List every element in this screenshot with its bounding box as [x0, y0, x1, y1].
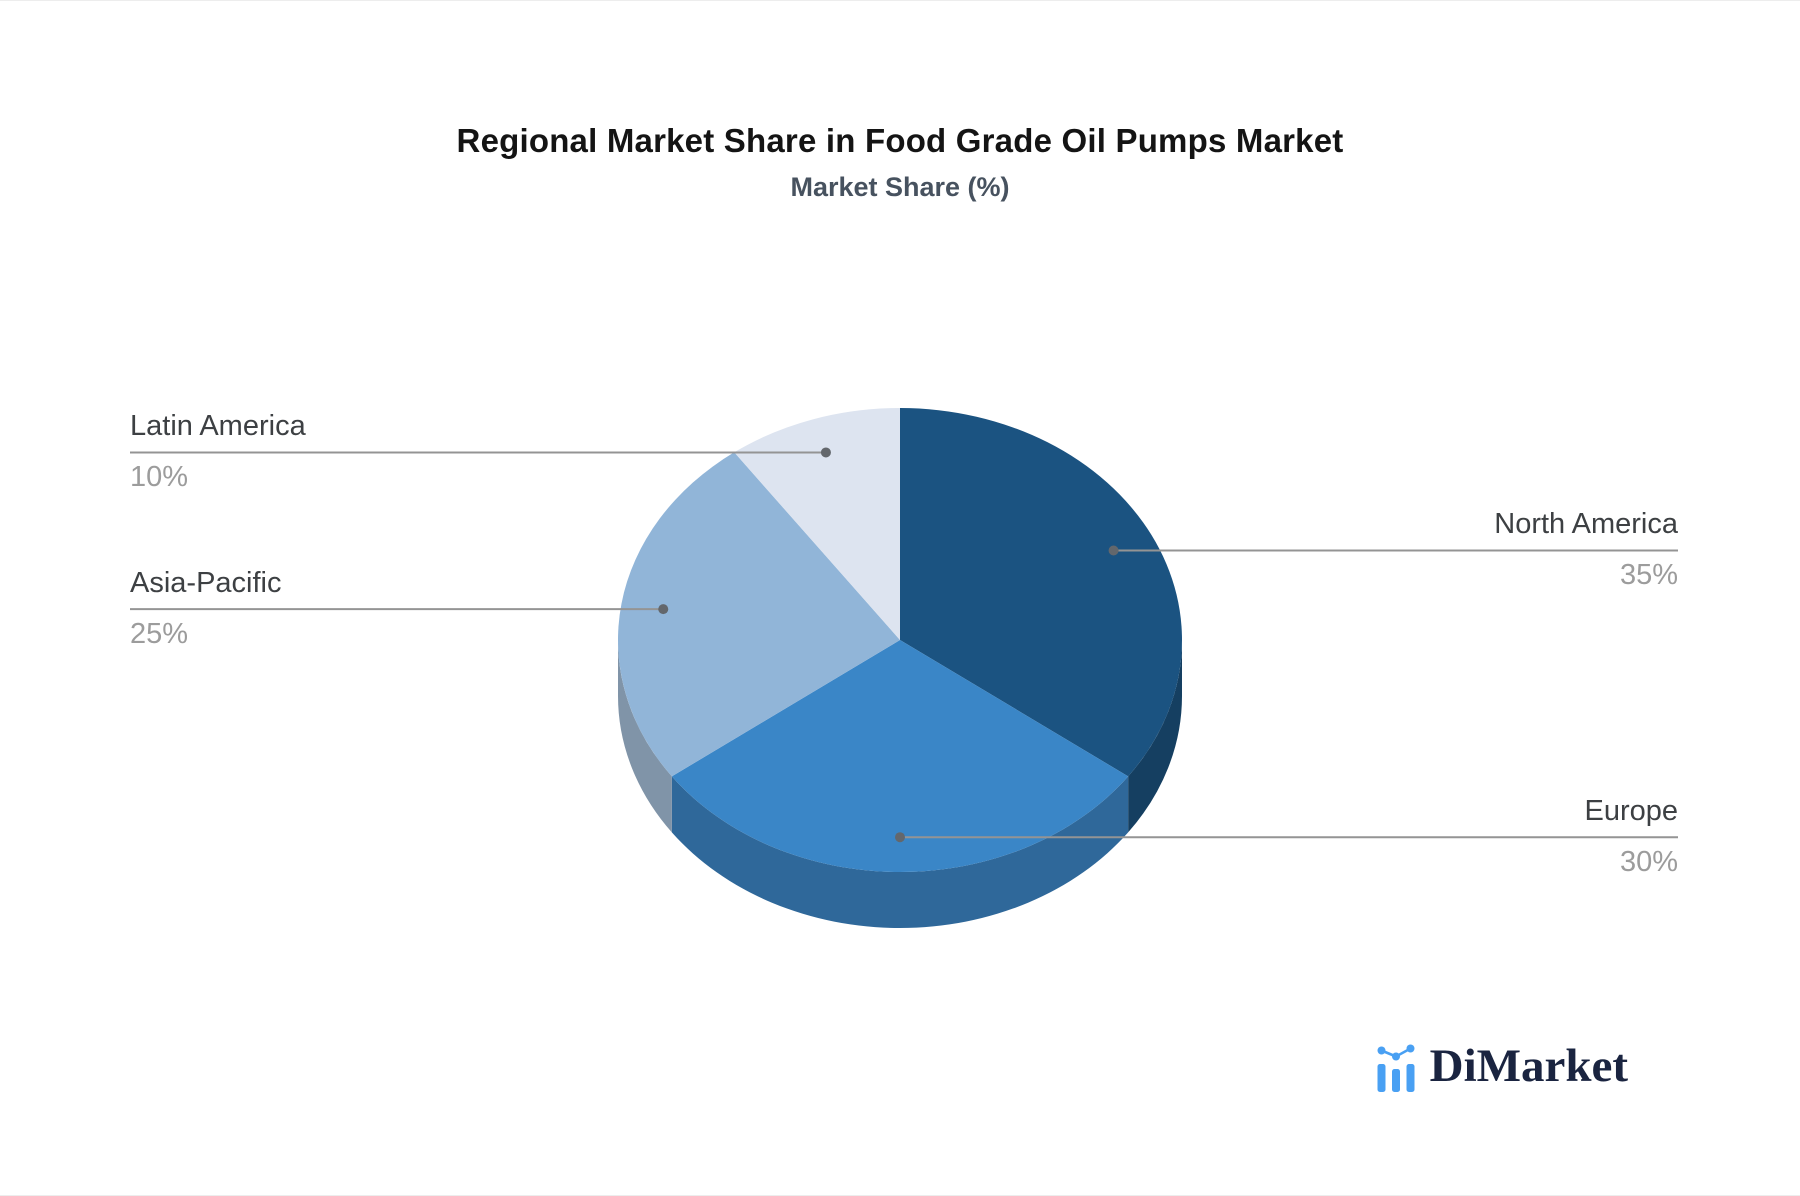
dimarket-logo: DiMarket [1375, 1040, 1628, 1092]
pie-side-north-america [1128, 640, 1182, 833]
dimarket-logo-text: DiMarket [1429, 1040, 1628, 1092]
slice-percentage: 25% [130, 618, 189, 651]
leader-dot-latin-america [820, 447, 831, 458]
pie-side-asia-pacific [618, 640, 672, 833]
slice-name: Latin America [130, 410, 306, 443]
slice-percentage: 35% [1619, 559, 1678, 592]
slice-name: Europe [1584, 795, 1678, 828]
slice-name: North America [1494, 508, 1678, 541]
pie-side-europe [671, 776, 1129, 928]
pie-slice-asia-pacific [617, 452, 900, 777]
pie-slice-europe [671, 640, 1129, 872]
slice-label-asia-pacific: Asia-Pacific 25% [130, 568, 282, 650]
slice-percentage: 10% [130, 461, 189, 494]
slice-name: Asia-Pacific [130, 567, 282, 600]
pie-slice-latin-america [734, 408, 900, 640]
leader-dot-north-america [1108, 545, 1119, 556]
leader-dot-europe [895, 832, 905, 843]
leader-dot-asia-pacific [658, 604, 669, 615]
bar-chart-icon [1377, 1044, 1415, 1092]
chart-title: Regional Market Share in Food Grade Oil … [456, 122, 1344, 159]
chart-subtitle: Market Share (%) [790, 172, 1010, 202]
slice-label-europe: Europe 30% [1584, 796, 1678, 878]
slice-percentage: 30% [1619, 846, 1678, 879]
pie-slice-north-america [900, 408, 1182, 777]
slice-label-north-america: North America 35% [1494, 509, 1678, 591]
slice-label-latin-america: Latin America 10% [130, 411, 306, 493]
